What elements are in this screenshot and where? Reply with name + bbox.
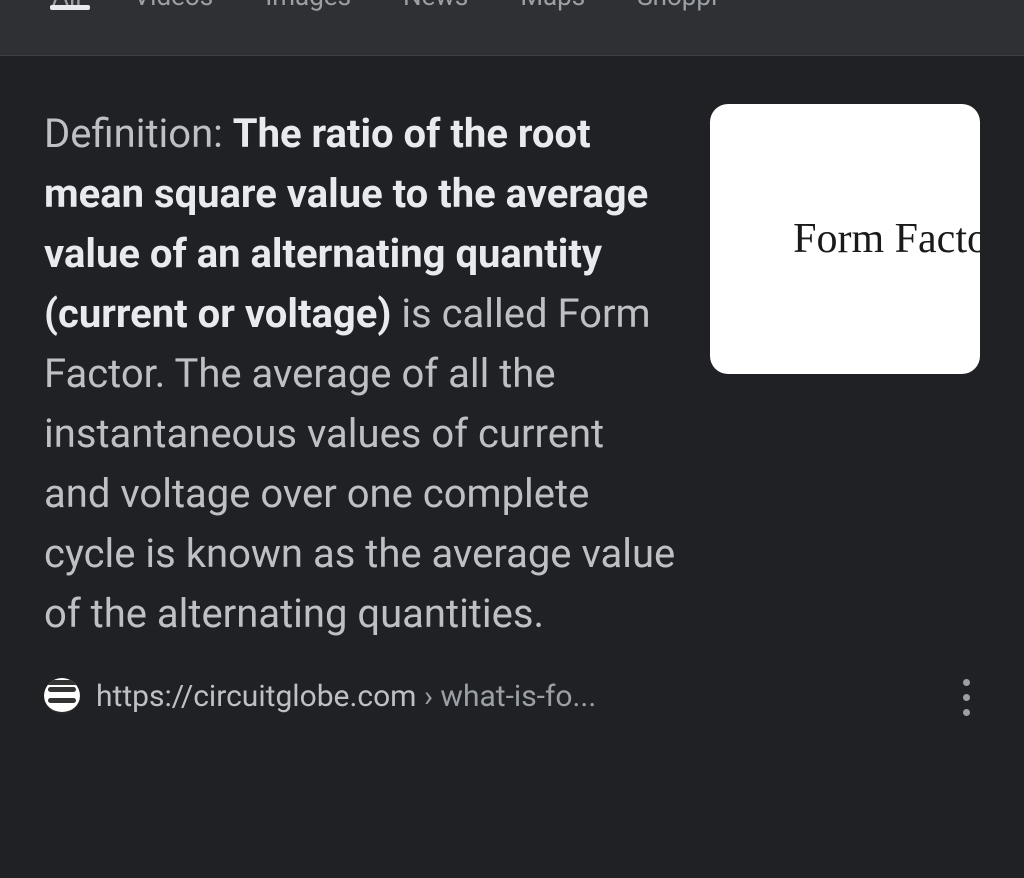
active-tab-underline [50,5,90,10]
more-options-icon[interactable] [952,679,980,716]
source-row[interactable]: https://circuitglobe.com › what-is-fo... [44,678,980,714]
tab-videos[interactable]: Videos [134,0,214,12]
site-favicon-icon [44,678,80,714]
thumbnail-text: Form Facto [793,215,980,263]
tab-maps[interactable]: Maps [520,0,585,12]
source-domain: https://circuitglobe.com [96,679,417,714]
tab-images[interactable]: Images [265,0,351,12]
source-separator: › [417,679,441,714]
snippet-thumbnail[interactable]: Form Facto [710,104,980,374]
tab-news[interactable]: News [403,0,468,12]
search-tabs: All Videos Images News Maps Shoppi [52,0,717,12]
tab-shopping[interactable]: Shoppi [637,0,717,12]
source-path: what-is-fo... [440,679,596,714]
snippet-rest: is called Form Factor. The average of al… [44,290,675,637]
source-url: https://circuitglobe.com › what-is-fo... [96,679,596,714]
snippet-text: Definition: The ratio of the root mean s… [44,104,680,644]
featured-snippet: Definition: The ratio of the root mean s… [0,56,1024,714]
snippet-label: Definition: [44,110,233,157]
search-tabs-bar: All Videos Images News Maps Shoppi [0,0,1024,56]
